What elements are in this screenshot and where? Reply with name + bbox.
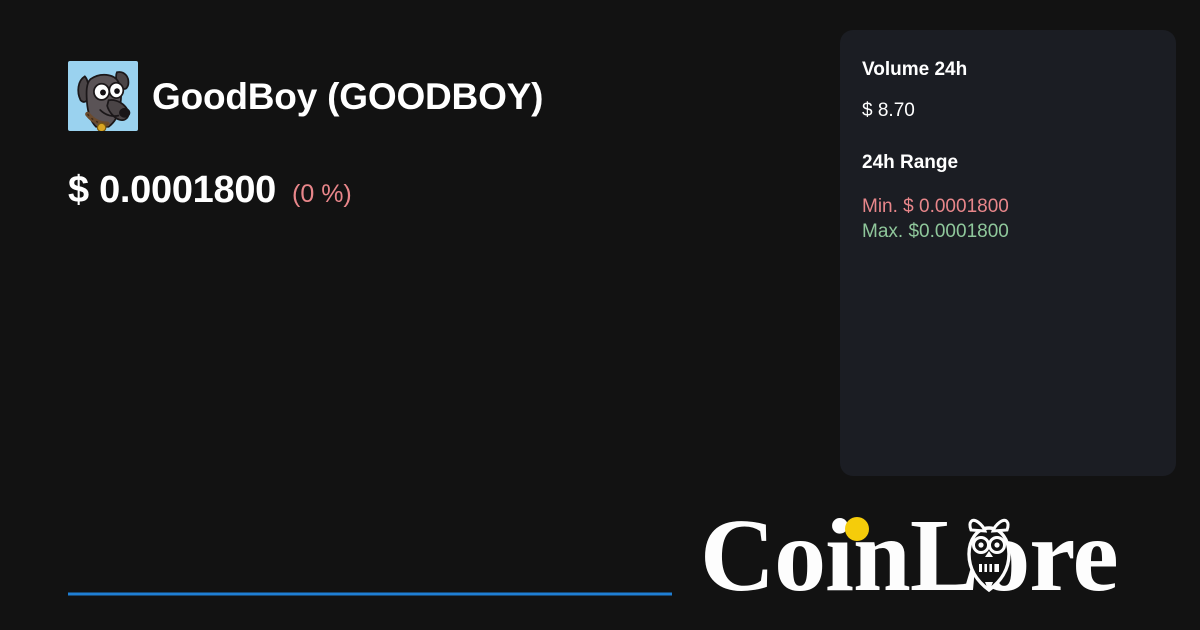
range-max-value: Max. $0.0001800 — [862, 221, 1009, 243]
owl-icon — [967, 518, 1011, 593]
range-min-value: Min. $ 0.0001800 — [862, 196, 1009, 217]
price-sparkline-chart — [68, 560, 672, 620]
price-row: $ 0.0001800 (0 %) — [68, 171, 788, 209]
volume-24h-value: $ 8.70 — [862, 100, 915, 121]
dog-avatar-icon — [68, 61, 138, 131]
coin-name-title: GoodBoy (GOODBOY) — [152, 75, 544, 117]
price-change-badge: (0 %) — [292, 180, 352, 208]
coin-price: $ 0.0001800 — [68, 169, 277, 211]
coin-header: GoodBoy (GOODBOY) — [68, 60, 788, 132]
brand-dot-icon — [845, 517, 869, 541]
coinlore-logo: CoinLore — [700, 498, 1190, 620]
range-block: 24h Range Min. $ 0.0001800 Max. $0.00018… — [862, 153, 1154, 244]
coin-summary-panel: GoodBoy (GOODBOY) $ 0.0001800 (0 %) — [68, 60, 788, 209]
stats-card: Volume 24h $ 8.70 24h Range Min. $ 0.000… — [840, 30, 1176, 476]
range-24h-label: 24h Range — [862, 152, 959, 173]
volume-24h-label: Volume 24h — [862, 59, 968, 80]
brand-wordmark-text: CoinLore — [700, 498, 1118, 613]
